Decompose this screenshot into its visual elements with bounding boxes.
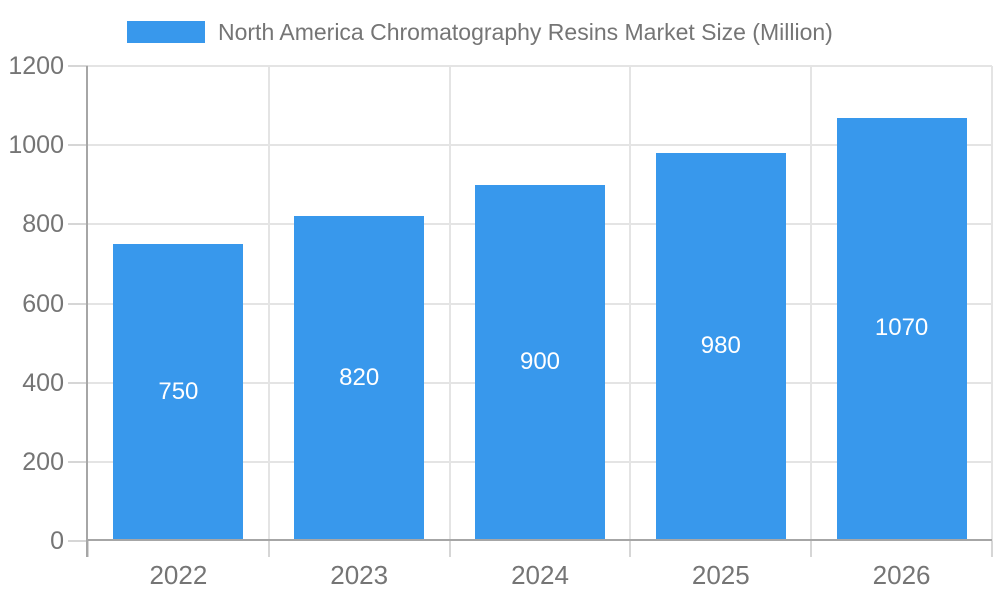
y-tick [68,144,88,147]
bar-value-label: 820 [339,363,380,391]
vertical-gridline [448,66,451,541]
bar-value-label: 1070 [874,314,929,342]
y-tick [68,223,88,226]
chart-legend: North America Chromatography Resins Mark… [127,18,833,45]
x-tick-label: 2025 [691,560,750,590]
y-tick [68,460,88,463]
vertical-gridline [267,66,270,541]
vertical-gridline [991,66,993,541]
y-tick [68,540,88,542]
y-tick-label: 600 [22,289,64,318]
bar: 980 [655,153,786,539]
y-axis-line [86,66,88,557]
bar: 1070 [836,117,967,539]
x-tick [267,541,270,557]
y-tick [68,381,88,384]
vertical-gridline [810,66,813,541]
y-tick [68,302,88,305]
bar: 820 [294,216,425,539]
x-tick [629,541,632,557]
x-tick [87,541,89,557]
x-tick-label: 2022 [149,560,208,590]
bar-value-label: 750 [158,377,199,405]
bar: 900 [475,184,605,540]
y-tick-label: 400 [22,368,64,397]
x-tick-label: 2026 [872,560,931,590]
x-tick-label: 2023 [330,560,389,590]
y-tick-label: 200 [22,447,64,476]
x-tick [810,541,813,557]
x-tick [991,541,993,557]
vertical-gridline [629,66,632,541]
y-tick-label: 800 [22,210,64,239]
bar-value-label: 980 [700,332,741,360]
x-axis-line [86,539,992,541]
horizontal-gridline [88,144,992,147]
y-tick-label: 0 [50,527,64,555]
x-tick [448,541,451,557]
horizontal-gridline [88,65,992,67]
bar-value-label: 900 [519,347,561,375]
x-tick-label: 2024 [511,560,569,590]
y-tick [68,65,88,67]
legend-label: North America Chromatography Resins Mark… [218,18,833,45]
y-tick-label: 1200 [8,52,64,80]
y-tick-label: 1000 [8,131,64,160]
legend-swatch [127,21,205,43]
bar: 750 [113,244,244,539]
